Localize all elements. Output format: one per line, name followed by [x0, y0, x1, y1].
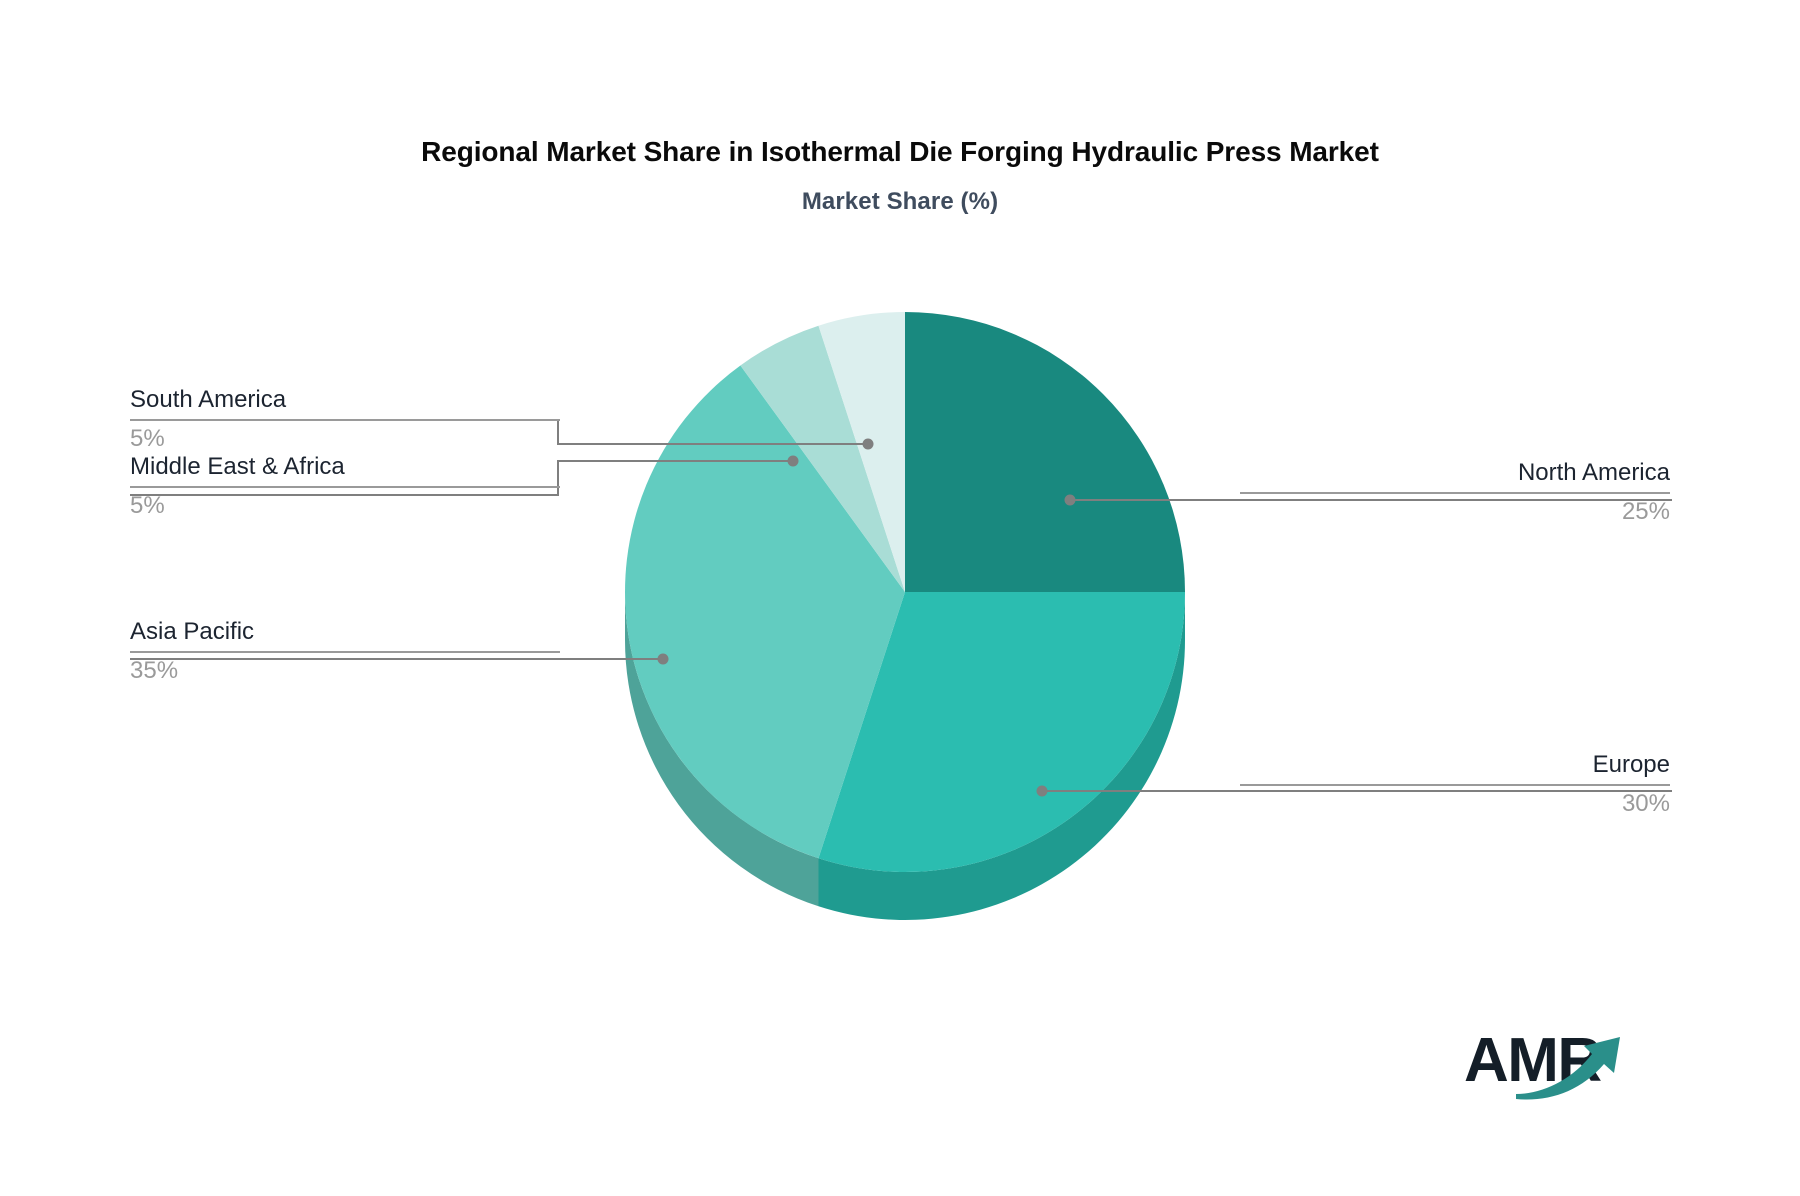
leader-dot-north-america [1064, 494, 1076, 506]
pie-slice-middle-east-africa[interactable] [740, 325, 905, 592]
callout-asia-pacific[interactable]: Asia Pacific 35% [130, 617, 560, 686]
pie-depth-layer [625, 592, 1185, 920]
callout-label-europe: Europe [1592, 751, 1670, 778]
page-title: Regional Market Share in Isothermal Die … [421, 136, 1379, 167]
leader-dot-south-america [862, 438, 874, 450]
pie-side-europe [818, 592, 1185, 920]
leader-line-middle-east-africa [130, 460, 793, 496]
leader-dot-asia-pacific [657, 653, 669, 665]
pie-slice-asia-pacific[interactable] [625, 365, 905, 859]
callout-rule-north-america [1240, 492, 1670, 494]
callout-value-europe: 30% [1621, 790, 1670, 817]
callout-label-asia-pacific: Asia Pacific [130, 618, 255, 645]
callout-label-middle-east-africa: Middle East & Africa [130, 453, 345, 480]
pie-slice-north-america[interactable] [905, 312, 1185, 592]
callout-rule-south-america [130, 419, 560, 421]
leader-dot-middle-east-africa [787, 455, 799, 467]
callout-label-south-america: South America [130, 386, 287, 413]
pie-slice-europe[interactable] [818, 592, 1186, 872]
callout-value-middle-east-africa: 5% [130, 492, 165, 519]
leader-lines [130, 419, 1672, 797]
callout-label-north-america: North America [1517, 459, 1670, 486]
callout-rule-middle-east-africa [130, 486, 560, 488]
callout-rule-asia-pacific [130, 651, 560, 653]
callout-rule-europe [1240, 784, 1670, 786]
callout-value-asia-pacific: 35% [130, 657, 179, 684]
callout-value-north-america: 25% [1621, 498, 1670, 525]
callout-europe[interactable]: Europe 30% [1240, 750, 1670, 819]
callout-value-south-america: 5% [130, 425, 165, 452]
pie-slices [625, 312, 1185, 872]
callout-south-america[interactable]: South America 5% [130, 385, 560, 454]
leader-dot-europe [1036, 785, 1048, 797]
callout-middle-east-africa[interactable]: Middle East & Africa 5% [130, 452, 560, 521]
chart-subtitle: Market Share (%) [801, 188, 999, 215]
callout-north-america[interactable]: North America 25% [1240, 458, 1670, 527]
pie-slice-south-america[interactable] [818, 312, 906, 592]
amr-logo: AMR [1464, 1020, 1654, 1104]
growth-arrow-icon [1516, 1037, 1620, 1100]
pie-side-asia-pacific [625, 592, 819, 907]
